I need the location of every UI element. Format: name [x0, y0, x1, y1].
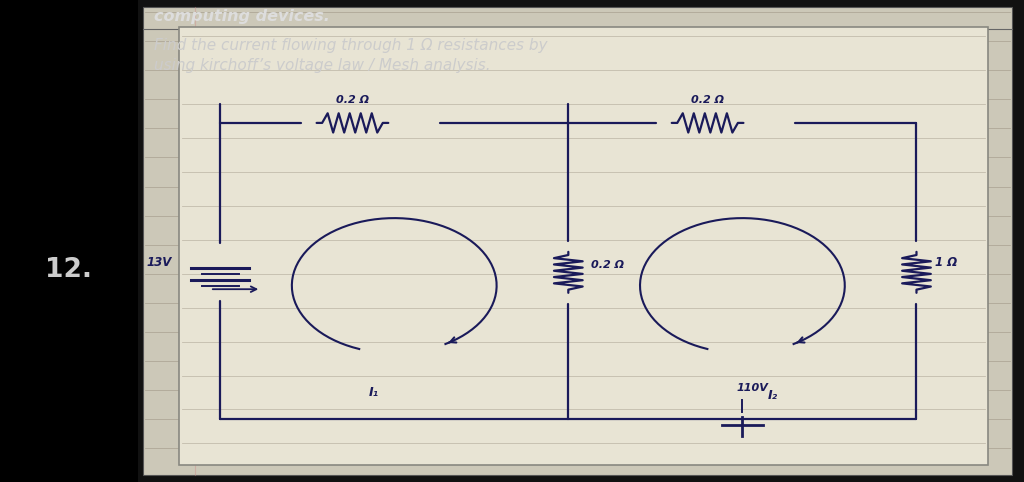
Text: computing devices.: computing devices. — [154, 9, 330, 25]
Text: I₂: I₂ — [768, 389, 778, 402]
Text: 12.: 12. — [45, 257, 92, 283]
Text: 1 Ω: 1 Ω — [935, 256, 957, 269]
Text: 0.2 Ω: 0.2 Ω — [591, 260, 624, 270]
Bar — [179, 27, 988, 465]
Bar — [138, 0, 1024, 482]
Text: using kirchoff’s voltage law / Mesh analysis.: using kirchoff’s voltage law / Mesh anal… — [154, 57, 490, 73]
Text: 110V: 110V — [736, 383, 769, 393]
Text: 0.2 Ω: 0.2 Ω — [691, 94, 724, 105]
Text: 13V: 13V — [146, 256, 171, 269]
Text: I₁: I₁ — [369, 387, 379, 399]
Bar — [0, 0, 138, 482]
Bar — [143, 7, 1012, 475]
Text: Find the current flowing through 1 Ω resistances by: Find the current flowing through 1 Ω res… — [154, 38, 547, 54]
Text: 0.2 Ω: 0.2 Ω — [336, 94, 369, 105]
